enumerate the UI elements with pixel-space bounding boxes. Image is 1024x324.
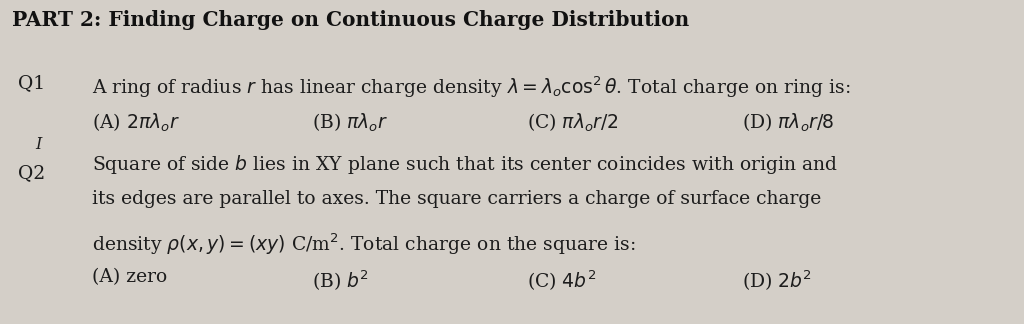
- Text: (C) $4b^2$: (C) $4b^2$: [527, 268, 597, 293]
- Text: A ring of radius $r$ has linear charge density $\lambda = \lambda_o\cos^2\theta$: A ring of radius $r$ has linear charge d…: [92, 75, 851, 100]
- Text: (A) zero: (A) zero: [92, 268, 167, 286]
- Text: (B) $b^2$: (B) $b^2$: [312, 268, 370, 293]
- Text: its edges are parallel to axes. The square carriers a charge of surface charge: its edges are parallel to axes. The squa…: [92, 190, 821, 208]
- Text: PART 2: Finding Charge on Continuous Charge Distribution: PART 2: Finding Charge on Continuous Cha…: [12, 10, 689, 30]
- Text: (C) $\pi\lambda_o r/2$: (C) $\pi\lambda_o r/2$: [527, 112, 618, 134]
- Text: I: I: [36, 136, 42, 153]
- Text: (A) $2\pi\lambda_o r$: (A) $2\pi\lambda_o r$: [92, 112, 180, 134]
- Text: Square of side $b$ lies in XY plane such that its center coincides with origin a: Square of side $b$ lies in XY plane such…: [92, 153, 838, 176]
- Text: Q2: Q2: [18, 164, 46, 182]
- Text: density $\rho(x,y)=(xy)$ C/m$^2$. Total charge on the square is:: density $\rho(x,y)=(xy)$ C/m$^2$. Total …: [92, 231, 636, 257]
- Text: (D) $2b^2$: (D) $2b^2$: [742, 268, 812, 293]
- Text: (D) $\pi\lambda_o r/8$: (D) $\pi\lambda_o r/8$: [742, 112, 835, 134]
- Text: Q1: Q1: [18, 75, 45, 93]
- Text: (B) $\pi\lambda_o r$: (B) $\pi\lambda_o r$: [312, 112, 388, 134]
